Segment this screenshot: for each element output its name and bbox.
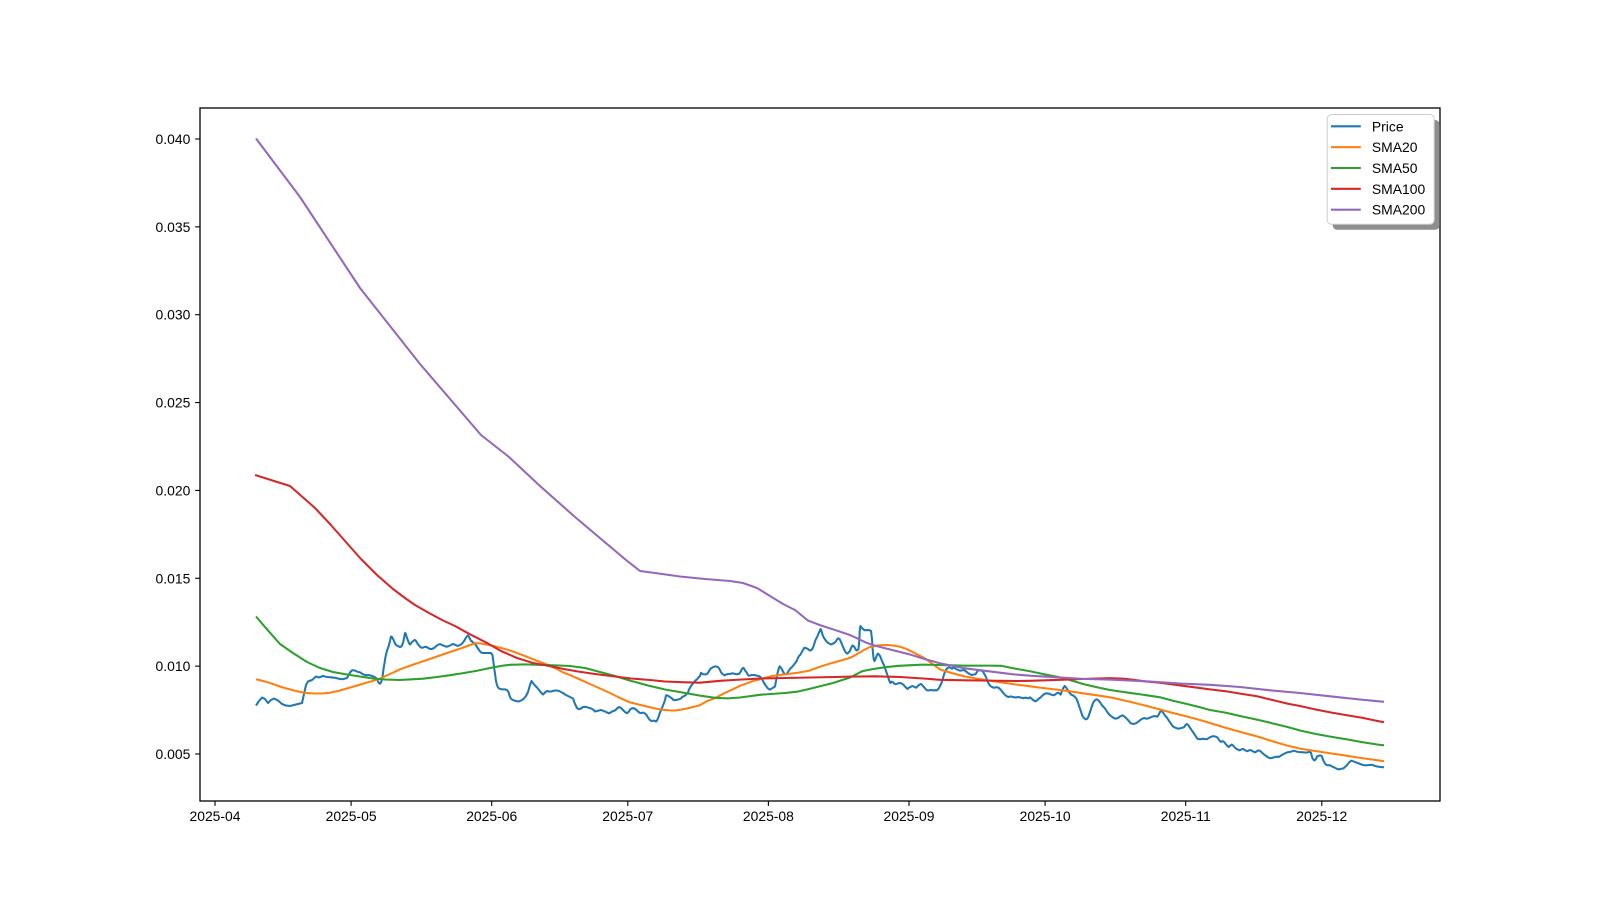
svg-text:2025-04: 2025-04 [190,808,241,824]
svg-text:0.020: 0.020 [156,482,191,498]
svg-text:SMA50: SMA50 [1372,160,1418,176]
svg-text:SMA20: SMA20 [1372,139,1418,155]
svg-text:2025-09: 2025-09 [884,808,935,824]
svg-text:2025-11: 2025-11 [1161,808,1211,824]
svg-text:2025-05: 2025-05 [326,808,377,824]
svg-text:2025-08: 2025-08 [743,808,794,824]
svg-text:0.005: 0.005 [156,746,191,762]
svg-text:0.035: 0.035 [156,219,191,235]
svg-text:0.025: 0.025 [156,395,191,411]
svg-text:0.030: 0.030 [156,307,191,323]
svg-text:0.010: 0.010 [156,658,191,674]
svg-text:Price: Price [1372,118,1404,134]
svg-text:2025-10: 2025-10 [1020,808,1071,824]
svg-text:0.015: 0.015 [156,570,191,586]
svg-text:2025-06: 2025-06 [466,808,517,824]
svg-text:SMA200: SMA200 [1372,202,1426,218]
svg-text:2025-12: 2025-12 [1296,808,1347,824]
svg-text:0.040: 0.040 [156,131,191,147]
svg-text:SMA100: SMA100 [1372,181,1426,197]
svg-text:2025-07: 2025-07 [602,808,653,824]
